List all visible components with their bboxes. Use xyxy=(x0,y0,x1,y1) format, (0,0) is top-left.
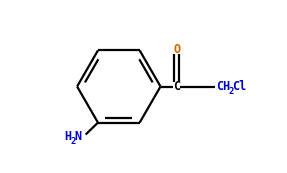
Text: C: C xyxy=(173,80,180,93)
Text: N: N xyxy=(74,130,81,143)
Text: 2: 2 xyxy=(71,137,76,146)
Text: O: O xyxy=(173,43,180,56)
Text: 2: 2 xyxy=(228,87,234,96)
Text: Cl: Cl xyxy=(232,80,246,93)
Text: H: H xyxy=(64,130,71,143)
Text: CH: CH xyxy=(216,80,230,93)
